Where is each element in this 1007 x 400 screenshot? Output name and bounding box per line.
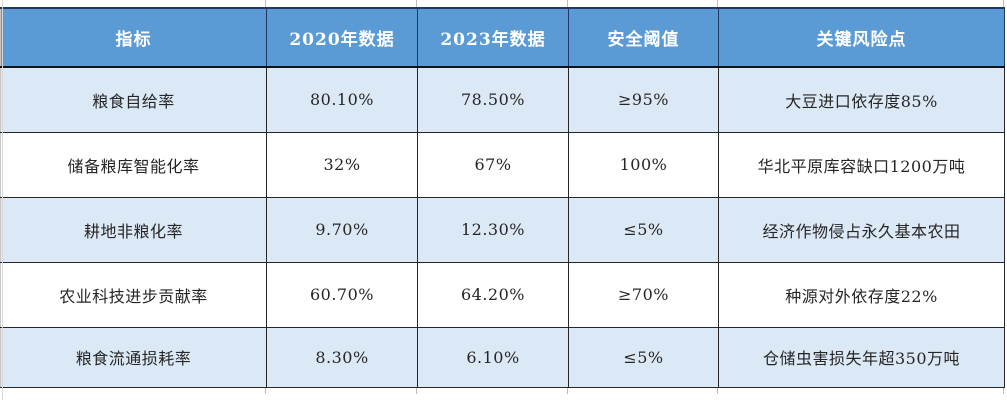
cell-2020-value: 9.70% [266, 196, 418, 263]
cell-indicator: 粮食自给率 [0, 66, 267, 133]
cell-2020-value: 8.30% [266, 326, 418, 388]
cell-threshold: ≤5% [568, 326, 719, 388]
header-safety-threshold: 安全阈值 [568, 7, 719, 68]
header-key-risk: 关键风险点 [718, 7, 1005, 68]
header-2023-data: 2023年数据 [417, 7, 569, 68]
cell-2023-value: 12.30% [417, 196, 569, 263]
cell-indicator: 耕地非粮化率 [0, 196, 267, 263]
cell-2023-value: 78.50% [417, 66, 569, 133]
cell-threshold: ≤5% [568, 196, 719, 263]
cell-2020-value: 32% [266, 131, 418, 198]
table-row: 粮食自给率 80.10% 78.50% ≥95% 大豆进口依存度85% [0, 66, 1005, 133]
cell-2023-value: 64.20% [417, 261, 569, 328]
table-row: 粮食流通损耗率 8.30% 6.10% ≤5% 仓储虫害损失年超350万吨 [0, 326, 1005, 388]
top-gutter [0, 0, 1004, 7]
cell-2023-value: 67% [417, 131, 569, 198]
cell-risk: 仓储虫害损失年超350万吨 [718, 326, 1005, 388]
cell-2020-value: 60.70% [266, 261, 418, 328]
header-indicator: 指标 [0, 7, 267, 68]
cell-threshold: 100% [568, 131, 719, 198]
cell-indicator: 粮食流通损耗率 [0, 326, 267, 388]
cell-indicator: 储备粮库智能化率 [0, 131, 267, 198]
cell-risk: 华北平原库容缺口1200万吨 [718, 131, 1005, 198]
indicator-table: 指标 2020年数据 2023年数据 安全阈值 关键风险点 粮食自给率 80.1… [0, 7, 1005, 388]
table-header-row: 指标 2020年数据 2023年数据 安全阈值 关键风险点 [0, 7, 1005, 68]
left-edge-line [2, 0, 3, 400]
cell-indicator: 农业科技进步贡献率 [0, 261, 267, 328]
cell-threshold: ≥70% [568, 261, 719, 328]
bottom-gutter [0, 387, 1004, 394]
table-row: 储备粮库智能化率 32% 67% 100% 华北平原库容缺口1200万吨 [0, 131, 1005, 198]
header-2020-data: 2020年数据 [266, 7, 418, 68]
table-row: 农业科技进步贡献率 60.70% 64.20% ≥70% 种源对外依存度22% [0, 261, 1005, 328]
cell-risk: 经济作物侵占永久基本农田 [718, 196, 1005, 263]
table-row: 耕地非粮化率 9.70% 12.30% ≤5% 经济作物侵占永久基本农田 [0, 196, 1005, 263]
cell-2023-value: 6.10% [417, 326, 569, 388]
cell-risk: 种源对外依存度22% [718, 261, 1005, 328]
cell-threshold: ≥95% [568, 66, 719, 133]
cell-risk: 大豆进口依存度85% [718, 66, 1005, 133]
cell-2020-value: 80.10% [266, 66, 418, 133]
